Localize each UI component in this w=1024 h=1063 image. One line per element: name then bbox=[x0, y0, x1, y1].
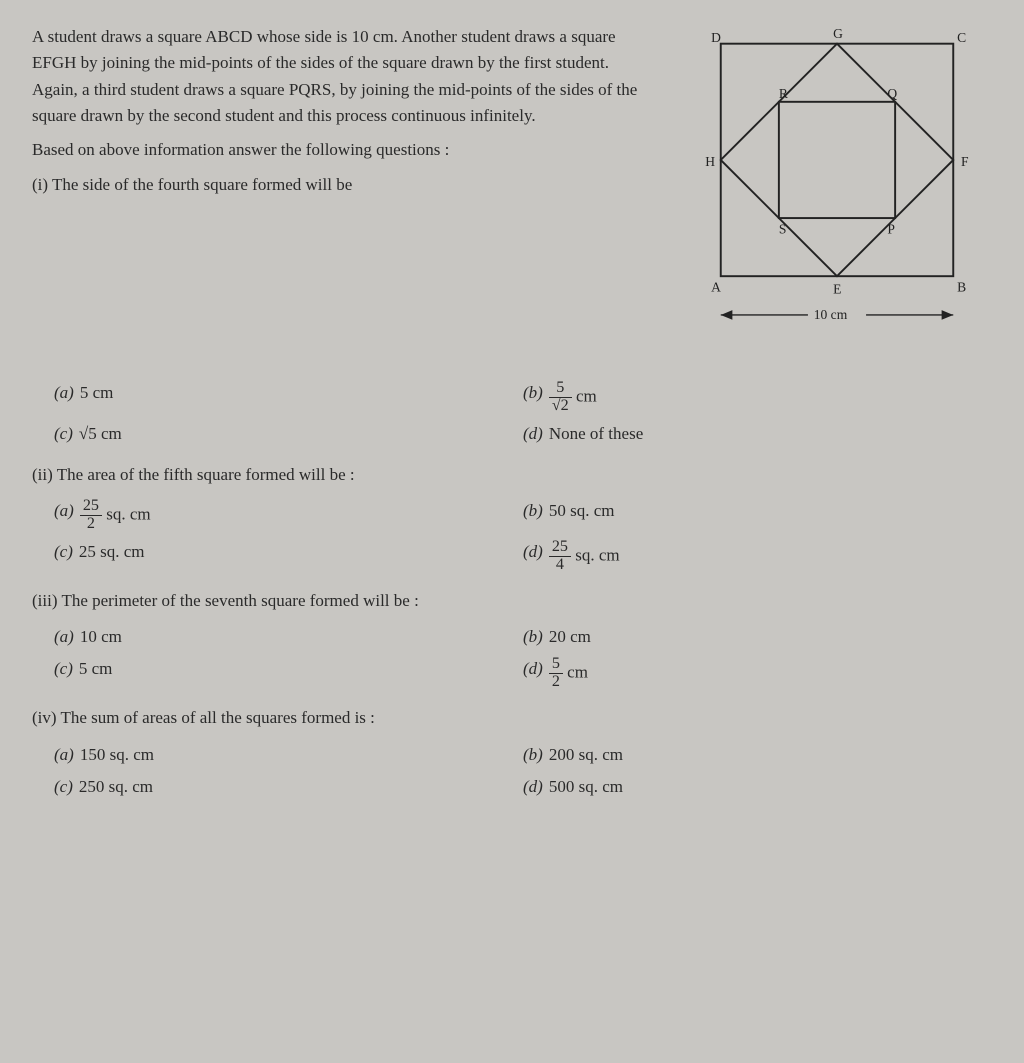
q3-option-a: (a) 10 cm bbox=[54, 624, 523, 650]
q3-stem: The perimeter of the seventh square form… bbox=[61, 591, 418, 610]
q4-stem: The sum of areas of all the squares form… bbox=[61, 708, 375, 727]
q2-stem: The area of the fifth square formed will… bbox=[57, 465, 355, 484]
label-B: B bbox=[957, 280, 966, 295]
q3-option-c: (c) 5 cm bbox=[54, 656, 523, 691]
lead-text: Based on above information answer the fo… bbox=[32, 137, 658, 163]
q4-option-b: (b) 200 sq. cm bbox=[523, 742, 992, 768]
q4-option-c: (c) 250 sq. cm bbox=[54, 774, 523, 800]
label-F: F bbox=[961, 154, 969, 169]
label-G: G bbox=[833, 26, 843, 41]
q2-option-a: (a) 252 sq. cm bbox=[54, 498, 523, 533]
label-H: H bbox=[705, 154, 715, 169]
problem-passage: A student draws a square ABCD whose side… bbox=[32, 24, 658, 129]
q1-option-a: (a) 5 cm bbox=[54, 380, 523, 415]
q2-number: (ii) bbox=[32, 465, 53, 484]
question-2: (ii) The area of the fifth square formed… bbox=[32, 462, 992, 574]
label-Q: Q bbox=[887, 86, 897, 101]
nested-squares-diagram: D C A B G F E H R Q S P 10 cm bbox=[682, 24, 992, 362]
question-3: (iii) The perimeter of the seventh squar… bbox=[32, 588, 992, 692]
q4-number: (iv) bbox=[32, 708, 57, 727]
q3-number: (iii) bbox=[32, 591, 58, 610]
label-C: C bbox=[957, 30, 966, 45]
label-P: P bbox=[887, 222, 895, 237]
label-E: E bbox=[833, 282, 841, 297]
label-A: A bbox=[711, 280, 721, 295]
q3-option-b: (b) 20 cm bbox=[523, 624, 992, 650]
dimension-text: 10 cm bbox=[814, 307, 848, 322]
q1-option-c: (c) √5 cm bbox=[54, 421, 523, 447]
q1-stem-inline: (i) The side of the fourth square formed… bbox=[32, 172, 658, 198]
label-R: R bbox=[779, 86, 789, 101]
q2-option-d: (d) 254 sq. cm bbox=[523, 539, 992, 574]
q4-option-d: (d) 500 sq. cm bbox=[523, 774, 992, 800]
q1-stem: The side of the fourth square formed wil… bbox=[52, 175, 352, 194]
q3-option-d: (d) 52 cm bbox=[523, 656, 992, 691]
label-S: S bbox=[779, 222, 787, 237]
label-D: D bbox=[711, 30, 721, 45]
question-4: (iv) The sum of areas of all the squares… bbox=[32, 705, 992, 800]
q1-number: (i) bbox=[32, 175, 48, 194]
q1-option-d: (d) None of these bbox=[523, 421, 992, 447]
q4-option-a: (a) 150 sq. cm bbox=[54, 742, 523, 768]
q1-option-b: (b) 5√2 cm bbox=[523, 380, 992, 415]
question-1: (a) 5 cm (b) 5√2 cm (c) √5 cm (d) None o… bbox=[32, 380, 992, 447]
q2-option-b: (b) 50 sq. cm bbox=[523, 498, 992, 533]
q2-option-c: (c) 25 sq. cm bbox=[54, 539, 523, 574]
